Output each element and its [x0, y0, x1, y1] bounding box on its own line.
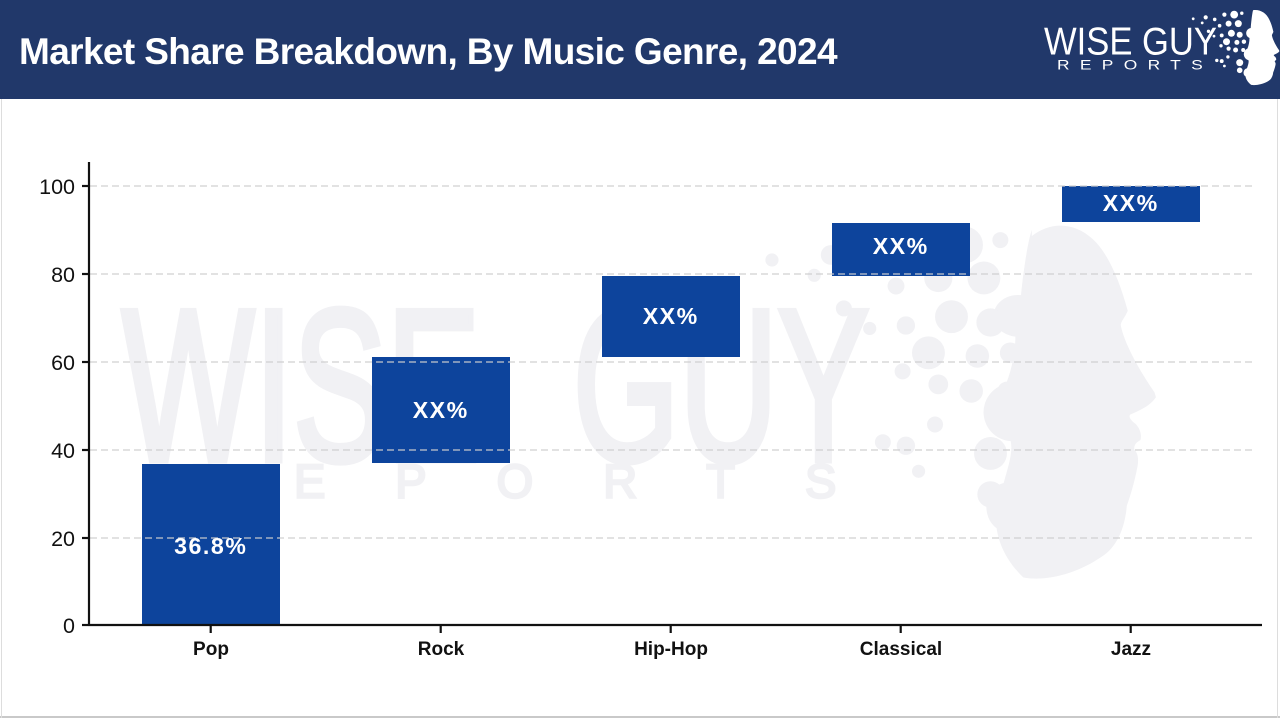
svg-text:REPORTS: REPORTS — [1057, 58, 1213, 73]
svg-text:WISE GUY: WISE GUY — [1044, 21, 1217, 64]
svg-text:REPORTS: REPORTS — [190, 455, 906, 508]
